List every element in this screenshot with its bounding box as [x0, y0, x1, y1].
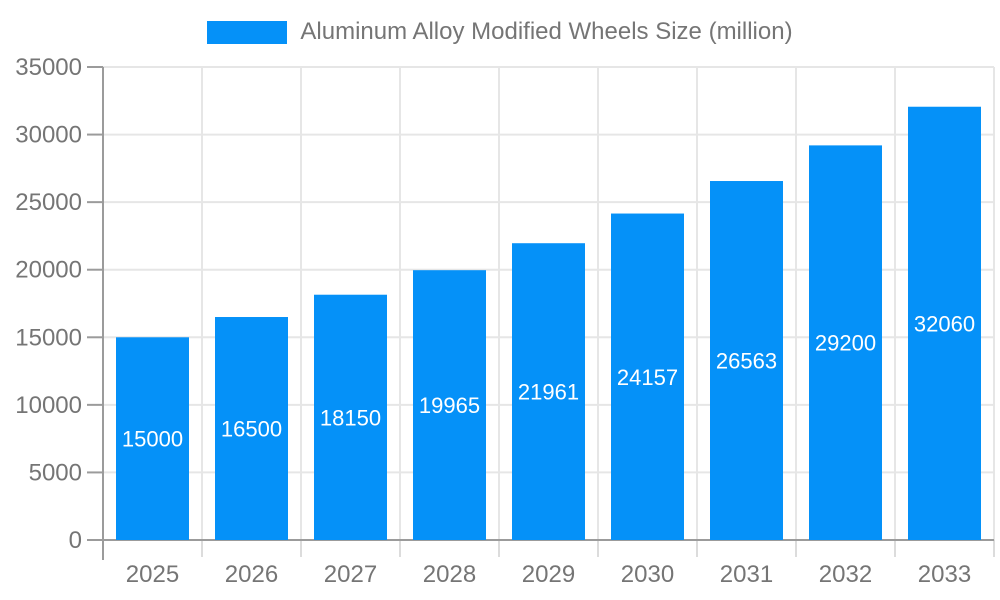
bar-2028[interactable] [413, 270, 486, 540]
y-tick-label: 10000 [15, 392, 82, 419]
x-tick-label: 2030 [621, 561, 674, 588]
bar-value-label: 26563 [716, 349, 777, 374]
legend-label: Aluminum Alloy Modified Wheels Size (mil… [300, 18, 793, 45]
legend[interactable]: Aluminum Alloy Modified Wheels Size (mil… [0, 18, 1000, 46]
x-tick-label: 2025 [126, 561, 179, 588]
bar-value-label: 16500 [221, 417, 282, 442]
bar-2027[interactable] [314, 294, 387, 540]
bar-2029[interactable] [512, 243, 585, 540]
x-tick-label: 2026 [225, 561, 278, 588]
y-tick-label: 30000 [15, 122, 82, 149]
y-tick-label: 35000 [15, 54, 82, 81]
bar-value-label: 29200 [815, 331, 876, 356]
bar-2032[interactable] [809, 145, 882, 540]
legend-swatch [207, 20, 288, 44]
bar-2033[interactable] [908, 106, 981, 541]
x-tick-label: 2032 [819, 561, 872, 588]
y-tick-label: 15000 [15, 324, 82, 351]
y-tick-label: 5000 [29, 459, 82, 486]
bar-2026[interactable] [215, 317, 288, 540]
x-tick-label: 2031 [720, 561, 773, 588]
y-tick-label: 20000 [15, 257, 82, 284]
bar-value-label: 32060 [914, 311, 975, 336]
x-tick-label: 2028 [423, 561, 476, 588]
bar-2025[interactable] [116, 337, 189, 540]
bar-value-label: 18150 [320, 405, 381, 430]
bar-2031[interactable] [710, 181, 783, 541]
bar-value-label: 21961 [518, 380, 579, 405]
bar-2030[interactable] [611, 213, 684, 540]
y-tick-label: 0 [69, 527, 82, 554]
x-tick-label: 2029 [522, 561, 575, 588]
bar-value-label: 24157 [617, 365, 678, 390]
bar-value-label: 15000 [122, 427, 183, 452]
x-tick-label: 2033 [918, 561, 971, 588]
bar-value-label: 19965 [419, 393, 480, 418]
y-tick-label: 25000 [15, 189, 82, 216]
x-tick-label: 2027 [324, 561, 377, 588]
